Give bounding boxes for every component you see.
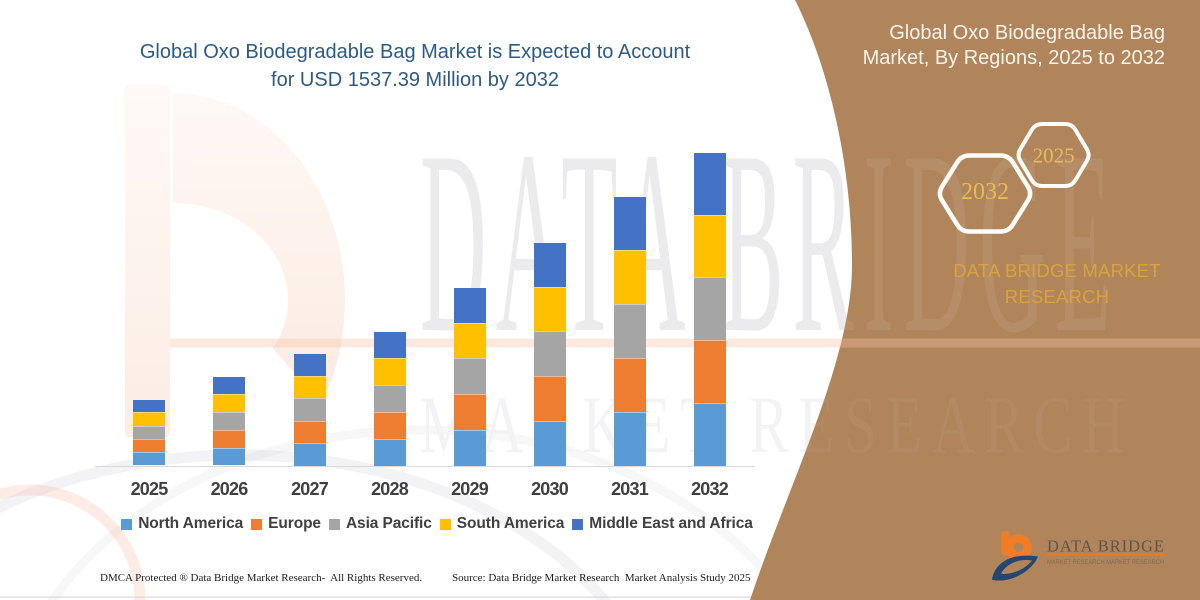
svg-text:MARKET RESEARCH MARKET RESEARC: MARKET RESEARCH MARKET RESEARCH: [1047, 559, 1164, 566]
svg-text:2025: 2025: [1033, 144, 1075, 168]
svg-text:2032: 2032: [961, 179, 1009, 205]
svg-text:DATA BRIDGE: DATA BRIDGE: [1047, 537, 1164, 556]
